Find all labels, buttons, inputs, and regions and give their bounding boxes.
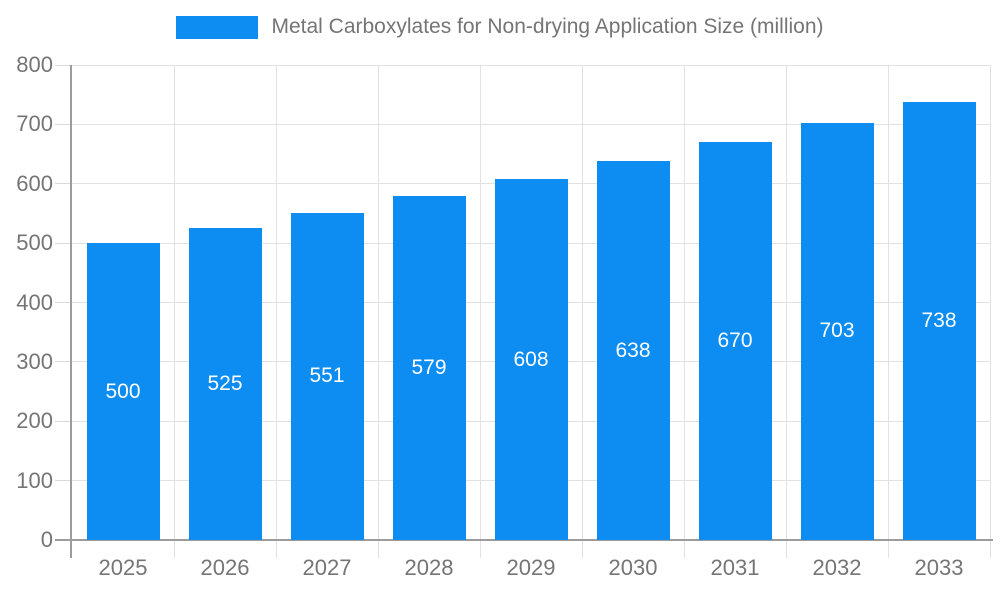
y-axis-tick [55,123,72,125]
x-axis-line [55,539,993,541]
bar-value-label: 500 [105,379,141,403]
bar-value-label: 608 [513,347,549,371]
bar-value-label: 638 [615,338,651,362]
y-axis-tick [55,420,72,422]
gridline-x [275,65,277,558]
plot-area: 0 100 200 300 400 500 600 700 800 500 2025 525 2026 5… [16,52,993,580]
x-axis-tick-label: 2028 [404,555,454,580]
x-axis-tick-label: 2025 [98,555,148,580]
bar-value-label: 551 [309,364,345,388]
x-axis-tick-label: 2033 [914,555,964,580]
y-axis-tick [55,242,72,244]
legend-swatch [176,15,259,39]
gridline-x [173,65,175,558]
y-axis-tick-label: 600 [16,170,53,196]
y-axis-tick-label: 400 [16,289,53,315]
y-axis-tick [55,480,72,482]
y-axis-tick-label: 0 [40,527,53,552]
bar: 638 [596,161,670,540]
bar-value-label: 670 [717,329,753,353]
y-axis-tick [55,361,72,363]
bar-value-label: 525 [207,372,243,396]
legend-label: Metal Carboxylates for Non-drying Applic… [271,15,824,38]
bar: 608 [494,179,568,540]
gridline-y [72,123,990,125]
gridline-x [377,65,379,558]
legend: Metal Carboxylates for Non-drying Applic… [0,15,1000,39]
y-axis-tick-label: 500 [16,230,53,256]
gridline-x [683,65,685,558]
x-axis-tick-label: 2027 [302,555,352,580]
x-axis-tick-label: 2026 [200,555,250,580]
bar: 551 [290,212,364,540]
x-axis-tick-label: 2032 [812,555,862,580]
y-axis-line [70,65,72,558]
bar-value-label: 579 [411,356,447,380]
gridline-x [989,65,991,558]
x-axis-tick-label: 2029 [506,555,556,580]
gridline-y [72,64,990,66]
y-axis-tick [55,64,72,66]
y-axis-tick-label: 700 [16,111,53,137]
gridline-x [887,65,889,558]
bar: 525 [188,228,262,540]
bar: 738 [902,101,976,540]
bar-value-label: 703 [819,319,855,343]
gridline-x [785,65,787,558]
x-axis-tick-label: 2031 [710,555,760,580]
bar: 500 [86,243,160,540]
y-axis-tick-label: 200 [16,408,53,434]
y-axis-tick-label: 300 [16,348,53,374]
bar: 579 [392,196,466,540]
x-axis-tick-label: 2030 [608,555,658,580]
y-axis-tick [55,302,72,303]
gridline-x [479,65,481,558]
bar: 670 [698,142,772,540]
y-axis-tick-label: 800 [16,52,53,77]
y-axis-tick-label: 100 [16,467,53,493]
y-axis-tick [55,183,72,185]
bar: 703 [800,122,874,540]
gridline-x [581,65,583,558]
bar-value-label: 738 [921,308,957,332]
